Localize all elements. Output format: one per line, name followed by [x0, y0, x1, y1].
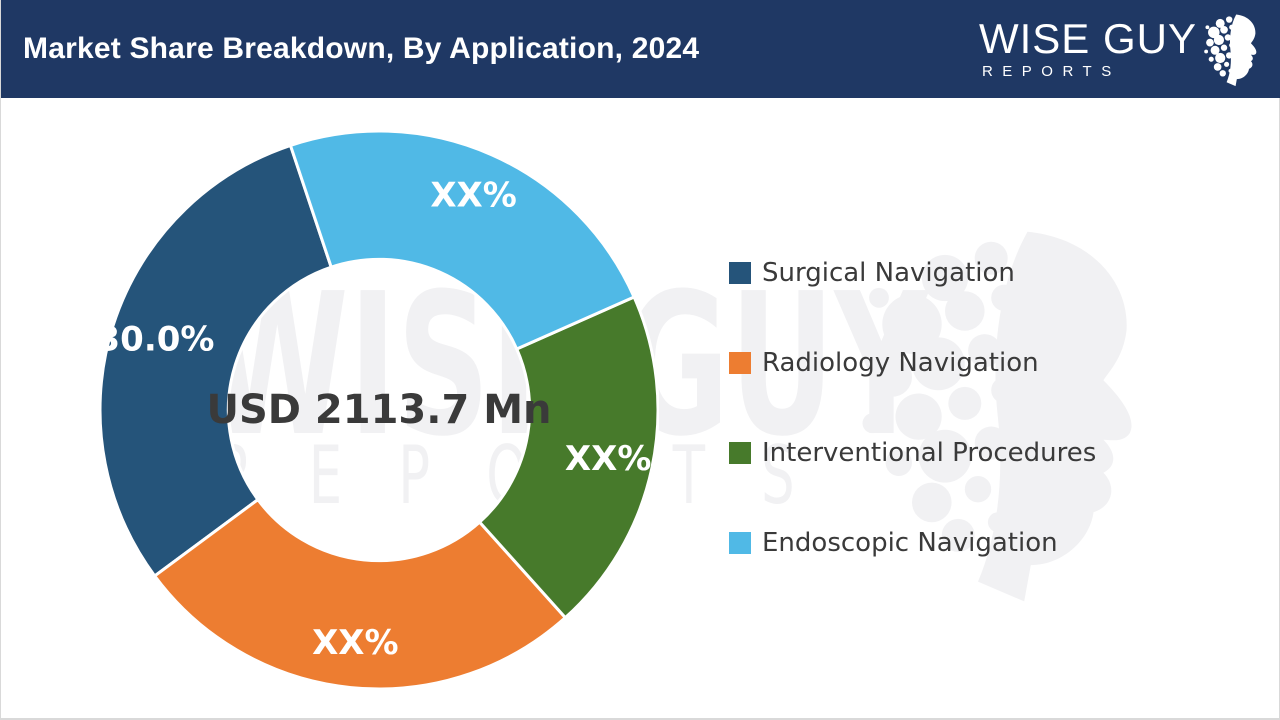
donut-segment-surgical-navigation: [99, 143, 333, 578]
legend-item-interventional-procedures: Interventional Procedures: [729, 438, 1097, 468]
header-bar: Market Share Breakdown, By Application, …: [1, 0, 1280, 98]
donut-segment-radiology-navigation: [153, 498, 567, 690]
donut-segment-endoscopic-navigation: [288, 130, 636, 351]
segment-percent-label: XX%: [565, 439, 652, 479]
logo-face-icon: [1201, 8, 1265, 90]
chart-area: WISE GUY REPORTS 30.0%XX%XX%XX% USD 2113…: [1, 98, 1279, 718]
legend-label: Surgical Navigation: [762, 258, 1015, 288]
segment-percent-label: XX%: [430, 176, 517, 216]
logo-subtitle: REPORTS: [981, 63, 1121, 80]
logo-text: WISE GUY REPORTS: [978, 15, 1197, 81]
legend-swatch-icon: [729, 442, 751, 464]
legend-item-surgical-navigation: Surgical Navigation: [729, 258, 1096, 288]
legend-swatch-icon: [729, 352, 751, 374]
segment-percent-label: 30.0%: [99, 320, 214, 360]
legend-label: Interventional Procedures: [762, 438, 1097, 468]
segment-percent-label: XX%: [312, 623, 399, 663]
legend-item-radiology-navigation: Radiology Navigation: [729, 348, 1096, 378]
legend-label: Radiology Navigation: [762, 348, 1039, 378]
logo-wordmark: WISE GUY: [978, 15, 1197, 62]
donut-chart: 30.0% XX% XX% XX%: [99, 130, 659, 690]
legend-label: Endoscopic Navigation: [762, 528, 1058, 558]
chart-center-value: USD 2113.7 Mn: [206, 387, 552, 433]
page-title: Market Share Breakdown, By Application, …: [23, 32, 700, 65]
wise-guy-logo: WISE GUY REPORTS: [979, 8, 1265, 90]
legend-swatch-icon: [729, 262, 751, 284]
legend-item-endoscopic-navigation: Endoscopic Navigation: [729, 528, 1096, 558]
chart-legend: Surgical Navigation Radiology Navigation…: [729, 258, 1097, 619]
donut-segment-interventional-procedures: [478, 295, 659, 620]
legend-swatch-icon: [729, 532, 751, 554]
